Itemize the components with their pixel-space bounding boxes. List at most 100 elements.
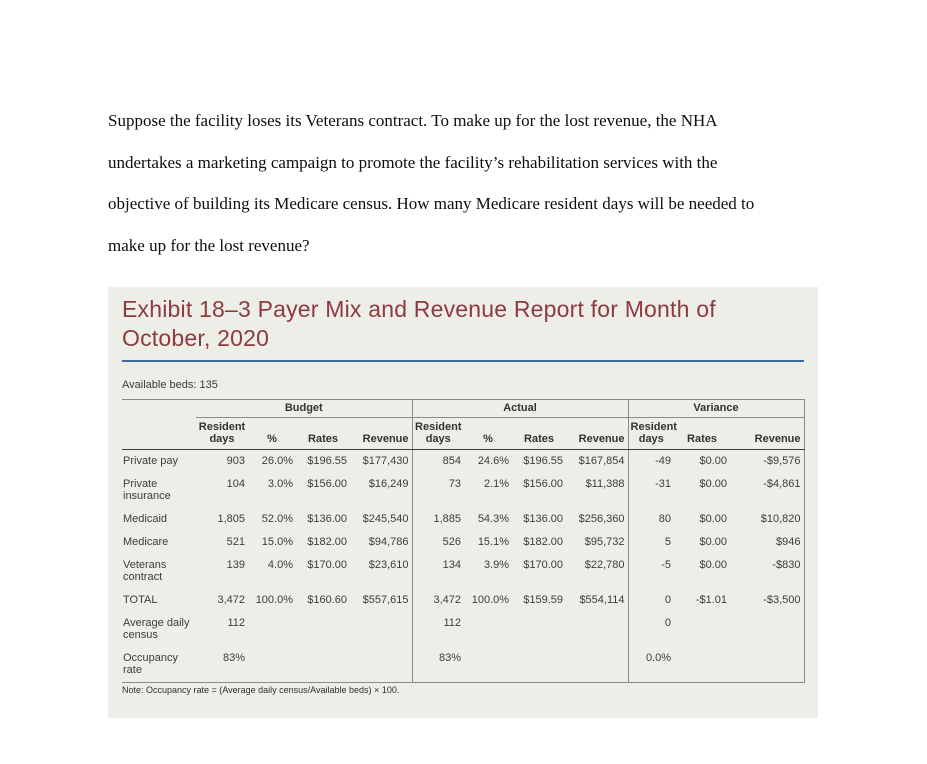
table-row: Private pay 903 26.0% $196.55 $177,430 854 24.…	[122, 449, 805, 473]
table-cell: 104	[226, 478, 245, 490]
row-label: Medicare	[123, 536, 169, 548]
row-label: TOTAL	[123, 594, 158, 606]
table-cell: 0	[627, 589, 675, 612]
table-cell: 3.0%	[267, 478, 293, 490]
table-cell: $159.59	[523, 594, 564, 606]
table-cell: -$3,500	[730, 589, 805, 612]
table-cell: 0	[627, 612, 675, 647]
table-note: Note: Occupancy rate = (Average daily ce…	[122, 685, 400, 695]
table-cell: -5	[627, 554, 675, 589]
actual-rates-header: Rates	[512, 417, 567, 450]
table-cell: $554,114	[579, 594, 625, 606]
table-cell	[464, 647, 513, 683]
table-cell: -$9,576	[730, 449, 805, 473]
sub-header-row: Resident days % Rates Revenue Resident d…	[122, 417, 805, 450]
table-cell	[350, 612, 412, 647]
row-label: Private pay	[123, 455, 179, 467]
table-cell: 4.0%	[267, 559, 293, 571]
table-cell: $0.00	[699, 513, 728, 525]
table-cell: 83%	[411, 647, 465, 683]
table-cell: $256,360	[578, 513, 625, 525]
table-cell: 54.3%	[477, 513, 510, 525]
actual-revenue-header: Revenue	[566, 417, 629, 450]
question-line: make up for the lost revenue?	[108, 235, 310, 255]
variance-rates-header: Rates	[674, 417, 731, 450]
table-cell: 1,805	[217, 513, 245, 525]
table-cell: $156.00	[523, 478, 564, 490]
corner-cell	[122, 399, 196, 418]
table-cell: $0.00	[699, 559, 728, 571]
table-cell: $557,615	[362, 594, 409, 606]
table-cell: -49	[627, 449, 675, 473]
table-cell: 73	[411, 473, 465, 508]
table-cell: $0.00	[699, 455, 728, 467]
table-cell: -$1.01	[695, 594, 728, 606]
payer-mix-table: Budget Actual Variance Resident days % R…	[122, 399, 805, 683]
title-underline	[122, 360, 804, 362]
table-row: Average daily census 112 112 0	[122, 612, 805, 647]
corner-cell	[122, 417, 196, 450]
budget-percent-header: %	[248, 417, 296, 450]
question-line: Suppose the facility loses its Veterans …	[108, 111, 718, 130]
table-cell	[350, 647, 413, 683]
available-beds-label: Available beds: 135	[122, 379, 218, 391]
table-cell: $167,854	[578, 455, 625, 467]
table-cell: 139	[226, 559, 245, 571]
table-cell	[674, 612, 730, 647]
variance-resident-days-header: Resident days	[627, 417, 677, 450]
table-cell: 24.6%	[477, 455, 510, 467]
row-label: Occupancy rate	[122, 647, 196, 683]
table-cell: $0.00	[699, 478, 728, 490]
row-label: Private insurance	[123, 478, 171, 502]
table-cell: $170.00	[523, 559, 564, 571]
table-cell: -$830	[730, 554, 805, 589]
table-cell: 5	[627, 531, 675, 554]
question-line: objective of building its Medicare censu…	[108, 194, 755, 213]
table-cell	[248, 612, 296, 647]
table-cell	[674, 647, 731, 683]
table-cell	[566, 612, 628, 647]
table-cell: $95,732	[584, 536, 625, 548]
table-cell: -31	[627, 473, 675, 508]
row-label: Veterans contract	[123, 559, 167, 583]
table-cell: $22,780	[584, 559, 625, 571]
table-cell: $136.00	[523, 513, 564, 525]
table-cell: $196.55	[307, 455, 347, 467]
budget-group-header: Budget	[196, 399, 413, 418]
table-body: Private pay 903 26.0% $196.55 $177,430 854 24.…	[122, 449, 805, 683]
table-cell: $182.00	[307, 536, 347, 548]
table-cell: $182.00	[523, 536, 564, 548]
table-cell	[464, 612, 512, 647]
table-cell: $0.00	[699, 536, 728, 548]
table-cell	[248, 647, 296, 683]
exhibit-title: Exhibit 18–3 Payer Mix and Revenue Repor…	[122, 296, 716, 351]
table-row: Veterans contract 139 4.0% $170.00 $23,610 13…	[122, 554, 805, 589]
table-cell: 2.1%	[483, 478, 510, 490]
budget-resident-days-header: Resident days	[196, 417, 248, 450]
table-cell: $196.55	[523, 455, 564, 467]
table-cell: 0.0%	[627, 647, 675, 683]
table-row: Medicaid 1,805 52.0% $136.00 $245,540 1,885 54…	[122, 508, 805, 531]
row-label: Average daily census	[123, 617, 190, 641]
table-row: TOTAL 3,472 100.0% $160.60 $557,615 3,472 100.…	[122, 589, 805, 612]
table-cell: -$4,861	[730, 473, 805, 508]
budget-rates-header: Rates	[296, 417, 350, 450]
table-cell: 854	[411, 449, 465, 473]
table-cell: 15.1%	[477, 536, 510, 548]
table-cell	[512, 612, 566, 647]
table-cell: 100.0%	[255, 594, 293, 606]
table-cell: $946	[730, 531, 805, 554]
table-row: Occupancy rate 83% 83% 0.0%	[122, 647, 805, 683]
budget-revenue-header: Revenue	[350, 417, 413, 450]
table-cell	[730, 647, 805, 683]
row-label: Medicaid	[123, 513, 168, 525]
table-cell: $170.00	[307, 559, 347, 571]
actual-resident-days-header: Resident days	[411, 417, 465, 450]
table-cell: 26.0%	[261, 455, 293, 467]
question-paragraph: Suppose the facility loses its Veterans …	[108, 100, 868, 266]
table-cell: $16,249	[368, 478, 409, 490]
table-cell: $136.00	[307, 513, 347, 525]
table-cell: 3,472	[411, 589, 465, 612]
table-cell	[296, 612, 350, 647]
table-cell: 1,885	[411, 508, 465, 531]
